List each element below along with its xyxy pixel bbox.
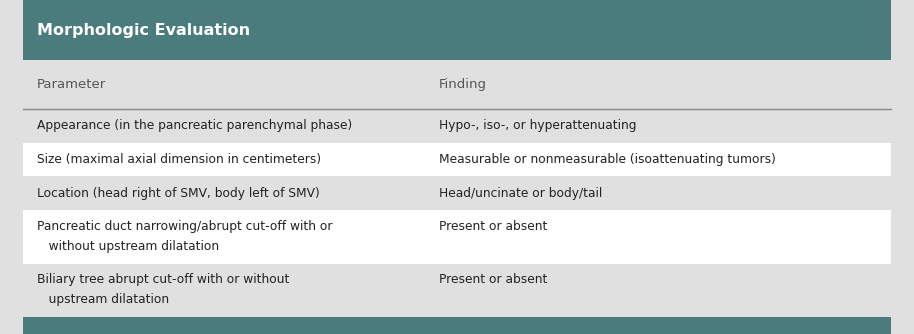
Text: Location (head right of SMV, body left of SMV): Location (head right of SMV, body left o… bbox=[37, 187, 319, 200]
Text: Biliary tree abrupt cut-off with or without: Biliary tree abrupt cut-off with or with… bbox=[37, 274, 289, 286]
Text: Head/uncinate or body/tail: Head/uncinate or body/tail bbox=[439, 187, 602, 200]
Text: without upstream dilatation: without upstream dilatation bbox=[37, 240, 218, 253]
Text: Appearance (in the pancreatic parenchymal phase): Appearance (in the pancreatic parenchyma… bbox=[37, 119, 352, 132]
Text: Morphologic Evaluation: Morphologic Evaluation bbox=[37, 23, 250, 37]
Text: Present or absent: Present or absent bbox=[439, 220, 547, 233]
Bar bbox=[23, 0, 891, 60]
Bar bbox=[23, 317, 891, 334]
Bar bbox=[23, 109, 891, 143]
Text: Parameter: Parameter bbox=[37, 78, 106, 91]
Bar bbox=[23, 143, 891, 176]
Bar bbox=[23, 176, 891, 210]
Text: Pancreatic duct narrowing/abrupt cut-off with or: Pancreatic duct narrowing/abrupt cut-off… bbox=[37, 220, 332, 233]
Text: Present or absent: Present or absent bbox=[439, 274, 547, 286]
Bar bbox=[23, 210, 891, 264]
Text: Size (maximal axial dimension in centimeters): Size (maximal axial dimension in centime… bbox=[37, 153, 321, 166]
Text: Hypo-, iso-, or hyperattenuating: Hypo-, iso-, or hyperattenuating bbox=[439, 119, 636, 132]
Bar bbox=[23, 264, 891, 317]
Text: Finding: Finding bbox=[439, 78, 487, 91]
Text: Measurable or nonmeasurable (isoattenuating tumors): Measurable or nonmeasurable (isoattenuat… bbox=[439, 153, 776, 166]
Text: upstream dilatation: upstream dilatation bbox=[37, 293, 169, 306]
